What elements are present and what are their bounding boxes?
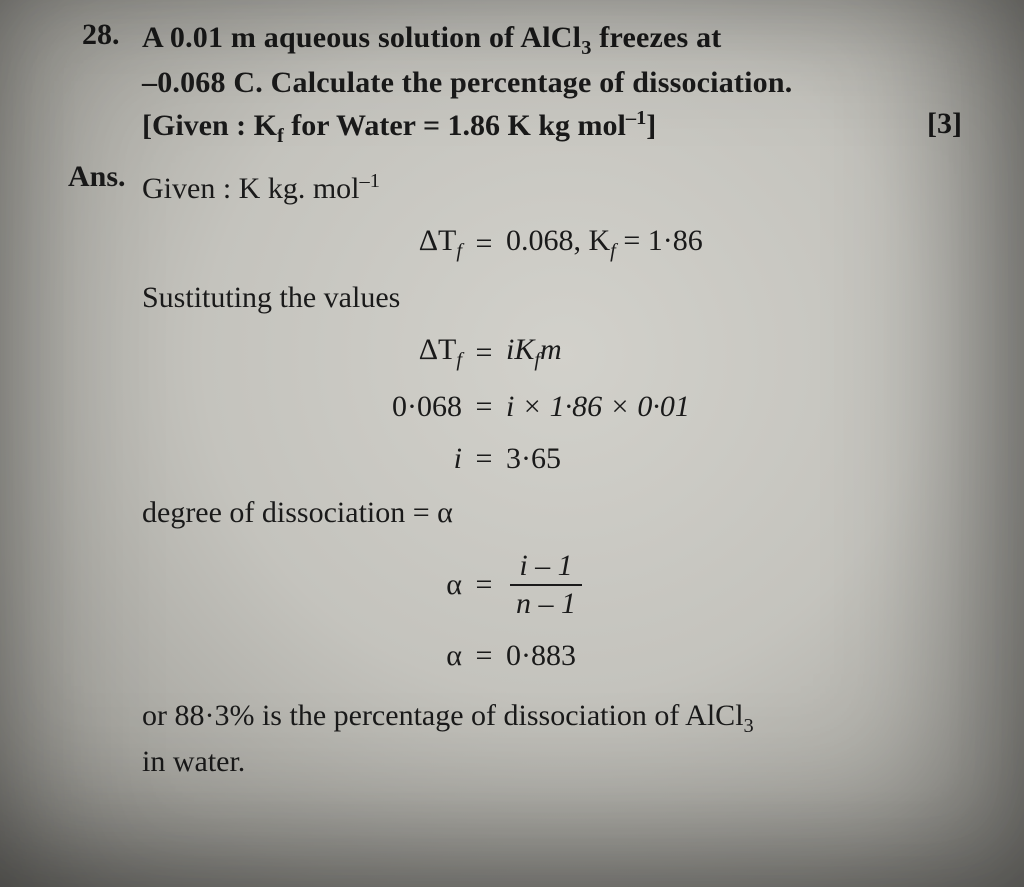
final-b: in water. [142,745,245,778]
fraction: i – 1 n – 1 [506,550,586,619]
equals-icon: = [470,227,498,261]
question-line1-a: A 0.01 m aqueous solution of AlCl [142,21,581,54]
eq-deltaTf-formula: ΔTf = iKfm [142,333,952,372]
question-number: 28. [82,18,120,52]
given-close: ] [646,109,656,142]
equals-icon: = [470,639,498,673]
eq-alpha-value: α = 0·883 [142,639,952,673]
equation-block-3: α = i – 1 n – 1 α = 0·883 [142,550,952,673]
equation-block: ΔTf = 0.068, Kf = 1·86 [142,224,952,263]
eq1-rhs-b: = 1·86 [616,224,703,257]
given-rest: for Water = 1.86 K kg mol [284,109,626,142]
eq-numeric: 0·068 = i × 1·86 × 0·01 [142,390,952,424]
question-line2: –0.068 C. Calculate the percentage of di… [142,63,952,104]
eq6-lhs: α [142,639,470,673]
final-statement: or 88·3% is the percentage of dissociati… [142,695,962,783]
eq4-rhs: 3·65 [498,442,561,476]
given-row: [Given : Kf for Water = 1.86 K kg mol–1]… [142,107,962,148]
answer-given-a: Given : K kg. mol [142,172,360,205]
equals-icon: = [470,568,498,602]
eq2-rhs-a: iK [506,333,534,366]
eq-deltaTf-values: ΔTf = 0.068, Kf = 1·86 [142,224,952,263]
question-line1-sub: 3 [581,37,591,59]
given-sub: f [277,125,284,147]
eq1-rhs: 0.068, K [506,224,610,257]
eq6-rhs: 0·883 [498,639,576,673]
final-sub: 3 [744,715,754,737]
eq1-lhs-a: ΔT [419,224,457,257]
equals-icon: = [470,442,498,476]
marks: [3] [927,107,962,148]
answer-given-sup: –1 [360,170,380,192]
answer-label: Ans. [68,160,126,194]
eq4-lhs: i [454,442,462,475]
eq5-den: n – 1 [510,586,582,620]
equals-icon: = [470,390,498,424]
eq5-num: i – 1 [510,550,582,586]
eq2-lhs-a: ΔT [419,333,457,366]
page: 28. A 0.01 m aqueous solution of AlCl3 f… [72,0,952,783]
eq5-lhs: α [142,568,470,602]
eq2-rhs-b: m [540,333,562,366]
given-sup: –1 [626,107,646,129]
equals-icon: = [470,336,498,370]
given-label: [Given : K [142,109,277,142]
eq1-lhs-sub: f [456,240,462,262]
eq2-lhs-sub: f [456,349,462,371]
given-text: [Given : Kf for Water = 1.86 K kg mol–1] [142,107,656,148]
question-line1-b: freezes at [592,21,722,54]
answer-given: Given : K kg. mol–1 [142,170,952,206]
eq-alpha-frac: α = i – 1 n – 1 [142,550,952,619]
final-a: or 88·3% is the percentage of dissociati… [142,699,744,732]
eq3-lhs: 0·068 [142,390,470,424]
question-text: A 0.01 m aqueous solution of AlCl3 freez… [142,18,952,103]
equation-block-2: ΔTf = iKfm 0·068 = i × 1·86 × 0·01 i = 3… [142,333,952,476]
eq3-rhs: i × 1·86 × 0·01 [506,390,690,423]
degree-label: degree of dissociation = α [142,496,952,530]
eq-i-value: i = 3·65 [142,442,952,476]
substituting-label: Sustituting the values [142,281,952,315]
